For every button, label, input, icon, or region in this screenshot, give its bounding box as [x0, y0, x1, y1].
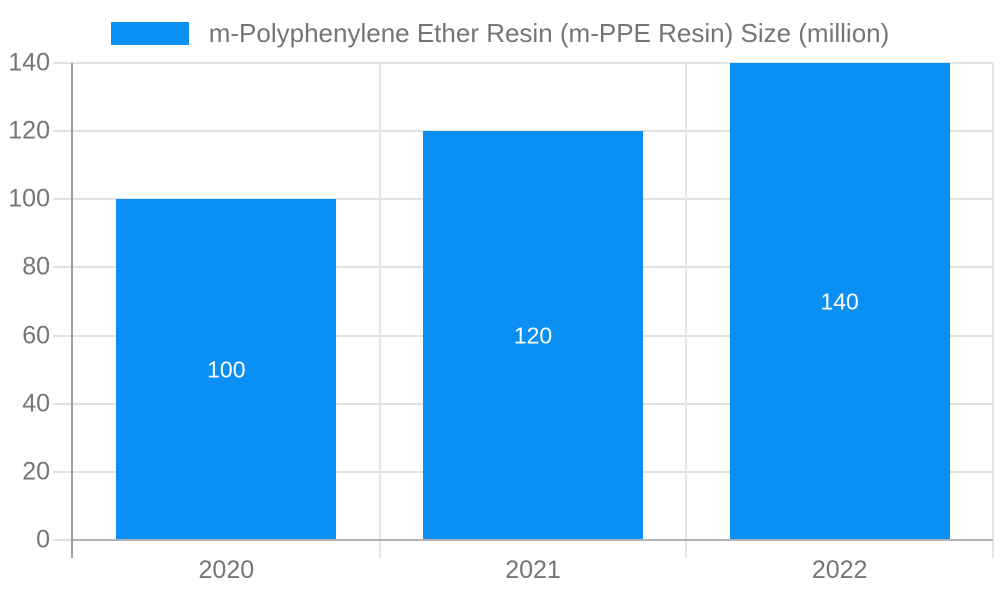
y-tick-label-40: 40 [22, 389, 50, 418]
y-tick-label-0: 0 [36, 525, 50, 554]
y-tick-label-120: 120 [8, 116, 50, 145]
y-tick-label-140: 140 [8, 48, 50, 77]
gridline-y-140 [53, 62, 993, 64]
bar-value-label-2022: 140 [820, 288, 859, 314]
legend-series-label: m-Polyphenylene Ether Resin (m-PPE Resin… [208, 18, 890, 48]
gridline-x-boundary-2 [685, 63, 688, 558]
legend: m-Polyphenylene Ether Resin (m-PPE Resin… [0, 18, 1000, 49]
gridline-x-boundary-3 [992, 63, 994, 558]
plot-area: 0 20 40 60 80 100 120 140 100 2020 120 2021 140 2022 [8, 49, 994, 584]
bar-2022[interactable]: 140 [729, 63, 950, 540]
y-tick-label-100: 100 [8, 184, 50, 213]
y-tick-label-80: 80 [22, 252, 50, 281]
bar-value-label-2021: 120 [513, 322, 553, 349]
gridline-x-boundary-1 [378, 63, 381, 558]
legend-swatch [110, 22, 189, 45]
x-tick-label-2020: 2020 [198, 556, 255, 584]
x-tick-label-2022: 2022 [811, 556, 868, 584]
x-axis-baseline [73, 539, 993, 541]
y-tick-label-60: 60 [22, 321, 50, 350]
y-axis-line [71, 63, 73, 558]
y-tick-label-20: 20 [22, 457, 50, 486]
x-tick-label-2021: 2021 [505, 556, 561, 584]
bar-2021[interactable]: 120 [423, 131, 643, 540]
gridline-y-120 [53, 130, 993, 133]
bar-2020[interactable]: 100 [116, 199, 337, 540]
bar-value-label-2020: 100 [207, 356, 246, 383]
